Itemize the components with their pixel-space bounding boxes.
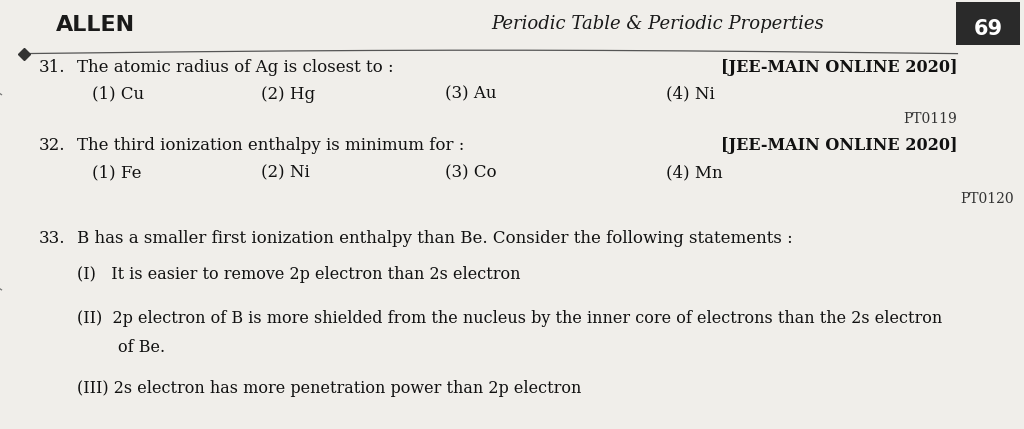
Text: The atomic radius of Ag is closest to :: The atomic radius of Ag is closest to : [77, 59, 393, 76]
Text: (2) Hg: (2) Hg [261, 86, 315, 103]
Text: 31.: 31. [39, 59, 66, 76]
Text: (III) 2s electron has more penetration power than 2p electron: (III) 2s electron has more penetration p… [77, 380, 582, 397]
Text: [JEE-MAIN ONLINE 2020]: [JEE-MAIN ONLINE 2020] [721, 137, 957, 154]
Text: The third ionization enthalpy is minimum for :: The third ionization enthalpy is minimum… [77, 137, 464, 154]
Text: (3) Co: (3) Co [445, 164, 497, 181]
Text: (II)  2p electron of B is more shielded from the nucleus by the inner core of el: (II) 2p electron of B is more shielded f… [77, 310, 942, 327]
Text: 69: 69 [974, 19, 1002, 39]
Text: (3) Au: (3) Au [445, 86, 497, 103]
Text: ALLEN: ALLEN [56, 15, 135, 35]
FancyBboxPatch shape [956, 2, 1020, 45]
Text: (2) Ni: (2) Ni [261, 164, 310, 181]
Text: PT0119: PT0119 [904, 112, 957, 126]
Text: [JEE-MAIN ONLINE 2020]: [JEE-MAIN ONLINE 2020] [721, 59, 957, 76]
Text: 32.: 32. [39, 137, 66, 154]
Text: Periodic Table & Periodic Properties: Periodic Table & Periodic Properties [492, 15, 824, 33]
Text: (I)   It is easier to remove 2p electron than 2s electron: (I) It is easier to remove 2p electron t… [77, 266, 520, 283]
Text: (4) Mn: (4) Mn [666, 164, 722, 181]
Text: PT0120: PT0120 [961, 192, 1014, 206]
Text: (1) Fe: (1) Fe [92, 164, 141, 181]
Text: (1) Cu: (1) Cu [92, 86, 144, 103]
Text: (4) Ni: (4) Ni [666, 86, 715, 103]
Text: of Be.: of Be. [77, 339, 165, 356]
Text: B has a smaller first ionization enthalpy than Be. Consider the following statem: B has a smaller first ionization enthalp… [77, 230, 793, 247]
Text: 33.: 33. [39, 230, 66, 247]
